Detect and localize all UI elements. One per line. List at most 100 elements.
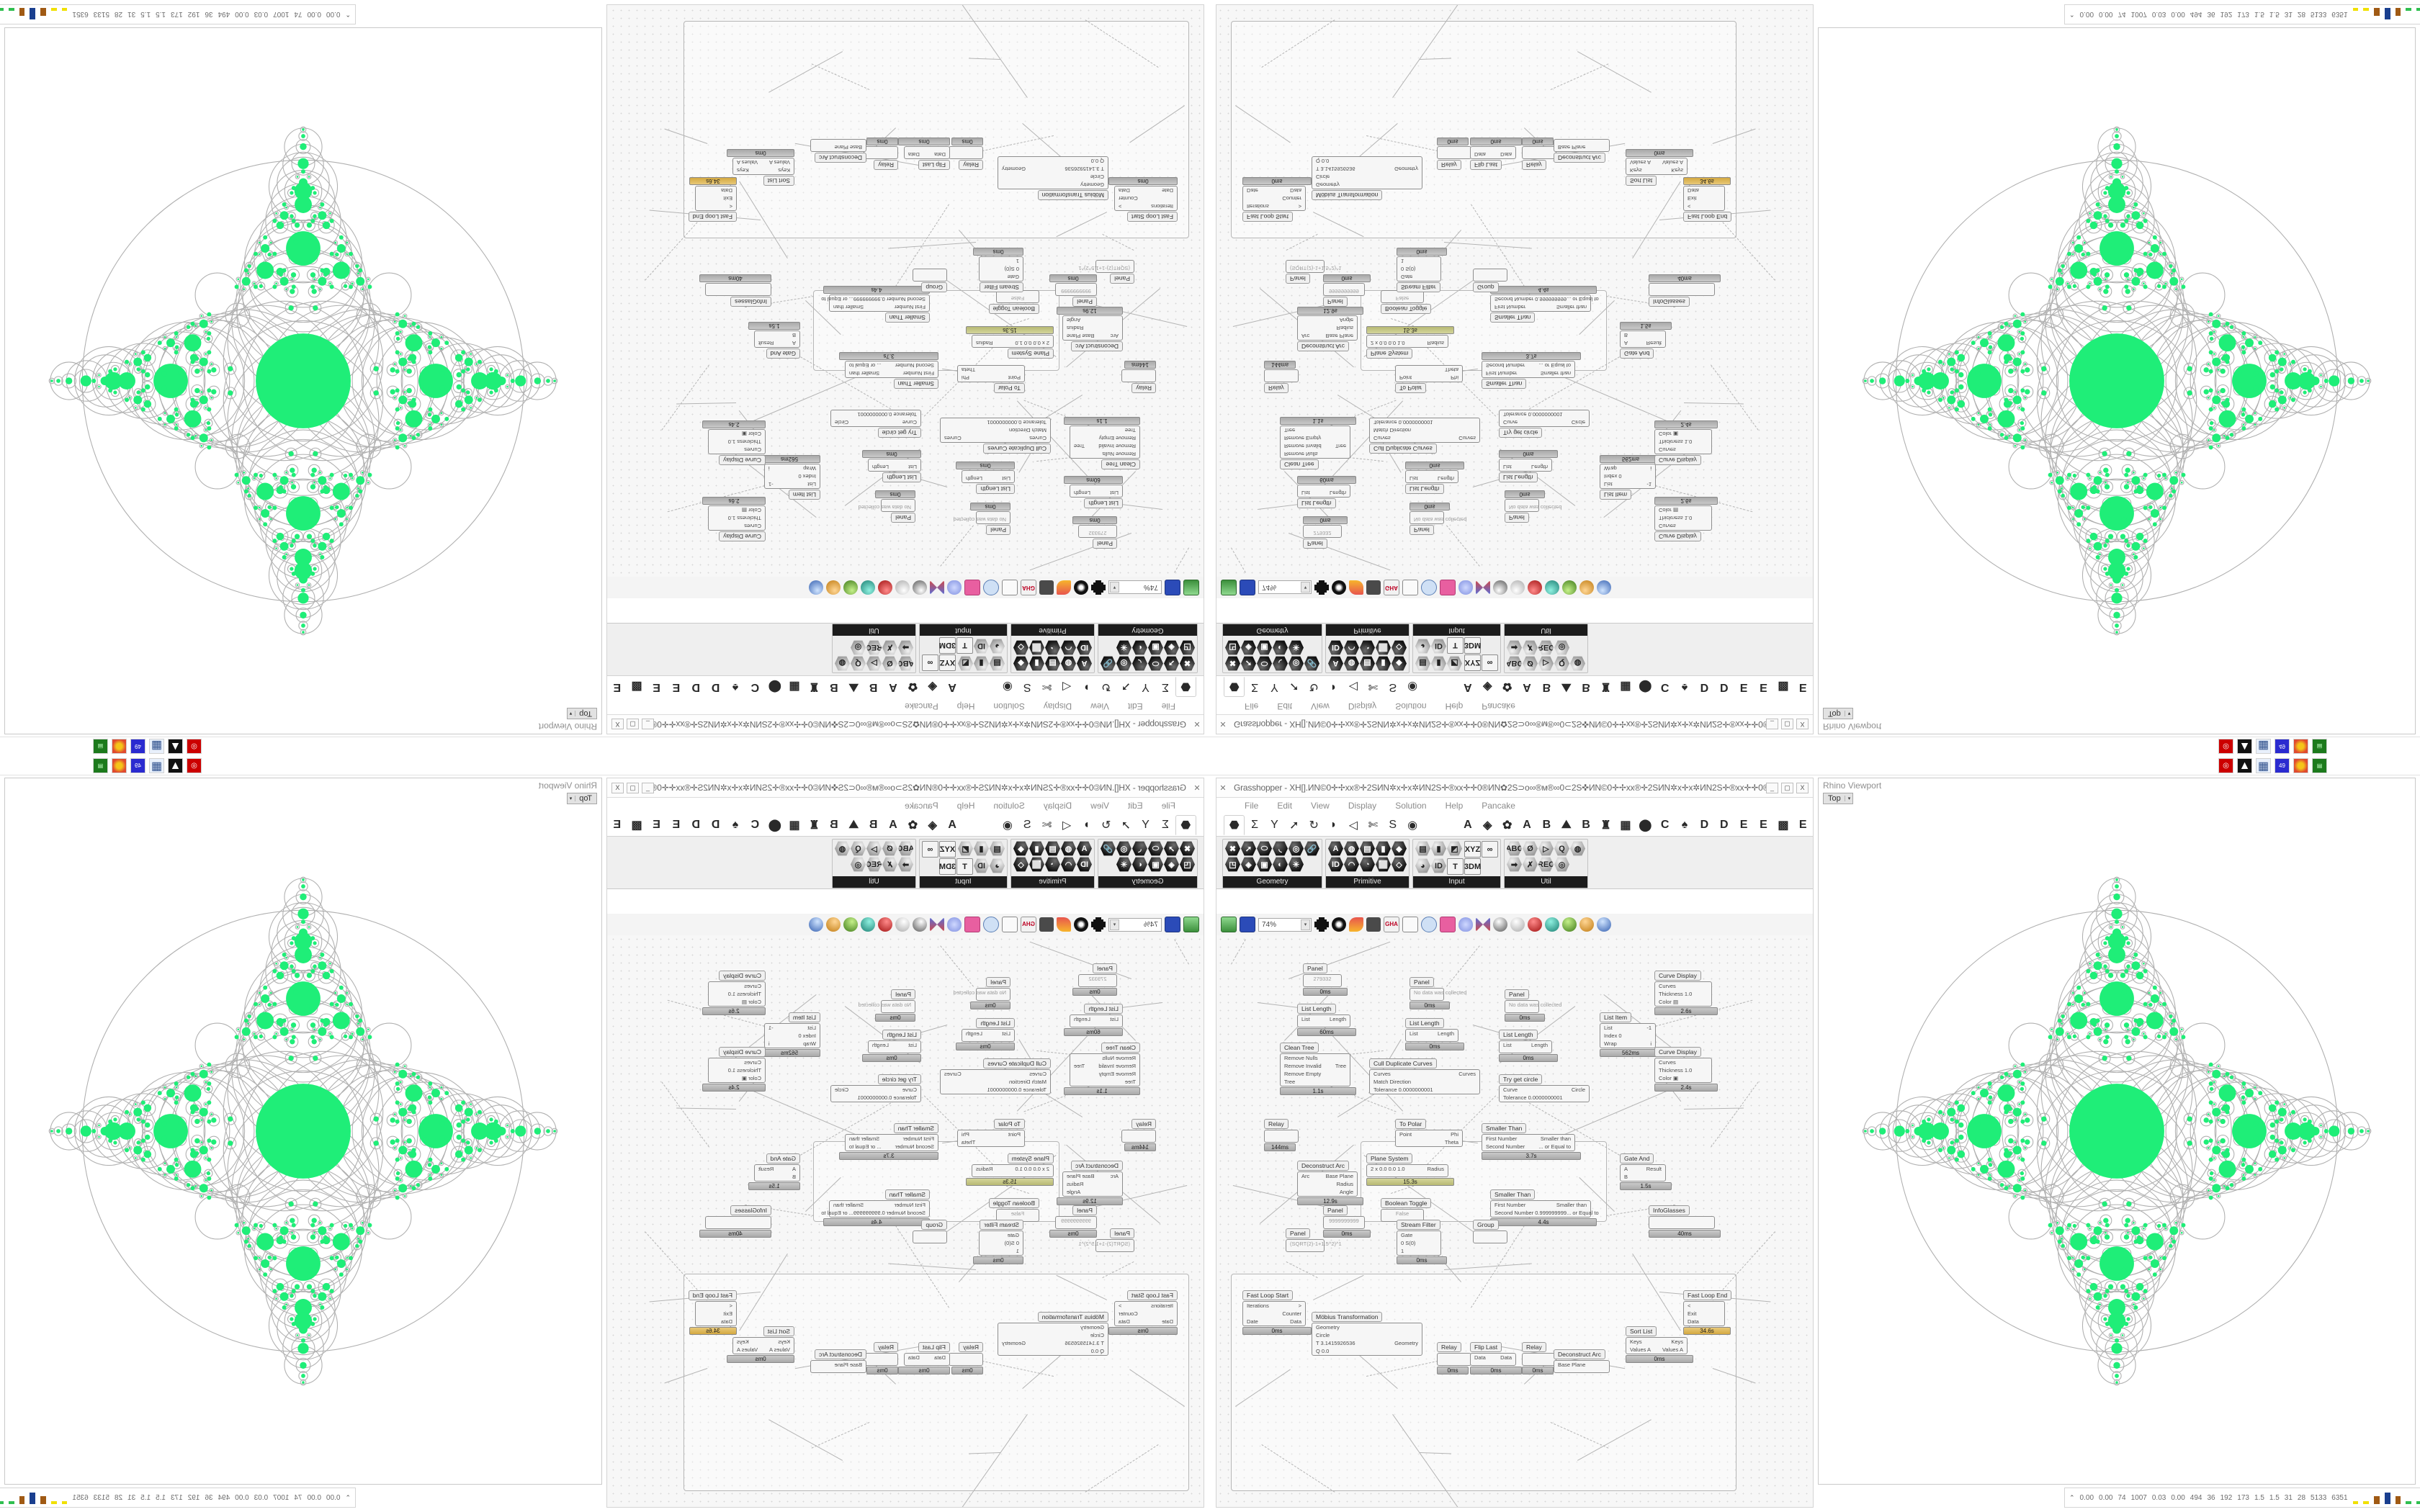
component-param-row[interactable]: A Result [755,1165,799,1173]
material-green-icon[interactable] [1562,580,1577,595]
component-param-row[interactable]: List Length [1406,1030,1458,1038]
component-icon-1-6[interactable]: ▮ [1029,656,1044,671]
component-param-row[interactable]: < [696,202,736,210]
component-param-row[interactable]: List -1 [1600,480,1655,488]
component-param-row[interactable]: Tolerance 0.0000000001 [941,418,1050,426]
component-icon-3-7[interactable]: ◎ [851,857,866,872]
component-param-row[interactable]: 2 x 0.0 0.0 1.0 Radius [1367,339,1448,347]
component-name-tag[interactable]: Cull Duplicate Curves [1369,444,1437,454]
component-param-row[interactable]: Point Phi [958,374,1024,382]
ribbon-letter-tab-12[interactable]: D [1700,819,1709,831]
gh-component[interactable]: Cull Duplicate Curves Curves Curves Match D… [940,1056,1051,1094]
component-name-tag[interactable]: Cull Duplicate Curves [1369,1058,1437,1068]
component-icon-3-3[interactable]: ✗ [1523,857,1538,872]
render-ghosted-icon[interactable] [1510,917,1525,932]
gh-component[interactable]: Clean Tree Remove Nulls Remove Invalid Tree… [1064,1040,1140,1095]
component-param-row[interactable]: List Length [1298,1015,1350,1023]
component-icon-0-9[interactable]: ✳ [1289,640,1304,655]
component-icon-0-6[interactable]: ◟ [1273,656,1288,671]
palette-label[interactable]: Input [920,624,1007,636]
component-param-row[interactable]: Counter [1115,194,1177,202]
ribbon-params-tab[interactable]: ⬣ [1224,815,1245,835]
viewport-view-dropdown[interactable]: Top ▾ [1823,793,1854,804]
component-icon-3-8[interactable]: ◍ [835,841,850,856]
maximize-button[interactable]: ▢ [1781,782,1793,793]
component-param-row[interactable] [949,1354,982,1355]
component-name-tag[interactable]: List Item [788,1012,820,1022]
gha-assembly-icon[interactable]: GHA [1021,917,1036,932]
gh-node-canvas[interactable]: Panel 279332 0ms List Length List Length 60ms C… [1216,5,1813,577]
gh-component[interactable]: Plane System 2 x 0.0 0.0 1.0 Radius 15.3s [1366,326,1454,361]
component-icon-0-4[interactable]: ⬭ [1148,656,1163,671]
rhino-icon[interactable]: ◎ [2218,758,2233,773]
ribbon-letter-tab-4[interactable]: B [1542,681,1551,693]
gh-canvas-toolbar[interactable]: 74% ▾ GHA [1216,576,1813,598]
ribbon-letter-tab-17[interactable]: E [1798,819,1807,831]
component-body[interactable]: 279332 [1303,974,1342,987]
component-name-tag[interactable]: Panel [1072,297,1097,307]
component-body[interactable]: No data was collected [1410,988,1466,1001]
component-body[interactable]: 2 x 0.0 0.0 1.0 Radius [1366,1164,1448,1177]
component-param-row[interactable]: Data [1684,186,1724,194]
gh-component[interactable]: Panel (SQRT(2)-1+1.5^2)^1 [1286,1226,1342,1252]
component-param-row[interactable]: Arc Base Plane [1298,332,1357,340]
ribbon-letter-tab-13[interactable]: D [691,681,701,693]
component-name-tag[interactable]: Deconstruct Arc [1554,153,1605,163]
minimize-button[interactable]: _ [1766,719,1778,730]
gh-component[interactable]: Panel 9999999999 0ms [1049,274,1097,309]
ribbon-letter-tab-10[interactable]: C [750,819,760,831]
ribbon-letter-tab-9[interactable]: ⬤ [1639,680,1652,693]
photo-icon[interactable]: ▲ [2237,739,2252,754]
ribbon-params-tab[interactable]: ⬣ [1175,677,1196,697]
menu-item-pancake[interactable]: Pancake [1482,801,1515,811]
component-param-row[interactable]: Tree [1070,426,1139,434]
save-icon[interactable] [1240,917,1255,932]
component-name-tag[interactable]: Group [921,282,947,292]
gh-component[interactable]: List Length List Length 0ms [1499,1027,1558,1062]
document-icon[interactable] [1002,917,1018,932]
component-body[interactable]: Iterations > Counter Date Data [1114,186,1178,211]
component-icon-2-3[interactable]: ID [974,858,989,873]
component-param-row[interactable] [1122,380,1155,382]
minimize-button[interactable]: _ [1766,782,1778,793]
palette-label[interactable]: Util [833,624,915,636]
component-body[interactable]: List -1 Index 0 Wrap i [764,1023,820,1048]
document-icon[interactable] [1402,917,1418,932]
component-body[interactable]: List Length [868,459,921,472]
component-param-row[interactable]: Gate [1397,273,1440,281]
component-param-row[interactable]: A Result [1621,1165,1665,1173]
gh-component[interactable]: Panel 279332 0ms [1072,516,1117,551]
component-param-row[interactable]: Match Direction [1370,426,1479,434]
help-icon[interactable] [964,580,980,595]
component-icon-2-1[interactable]: ◕ [1415,639,1430,654]
component-icon-2-4[interactable]: ◩ [1447,656,1462,671]
menu-item-solution[interactable]: Solution [1395,801,1427,811]
render-rendered-icon[interactable] [878,580,892,595]
component-name-tag[interactable]: Relay [874,1342,898,1352]
component-param-row[interactable]: Data Data [905,1354,949,1362]
component-param-row[interactable]: Base Plane [811,1361,866,1369]
ribbon-letter-tab-5[interactable]: ⛰ [848,681,859,693]
palette-label[interactable]: Input [1413,624,1500,636]
component-name-tag[interactable]: Panel [891,989,915,999]
component-body[interactable]: Gate 0 S(0) 1 [1397,256,1441,282]
component-body[interactable]: Point Phi Theta [957,365,1025,382]
gh-component[interactable]: Möbius Transformation Geometry Circle T 3.1… [998,156,1108,202]
component-icon-3-6[interactable]: Q [1554,841,1569,856]
gh-component[interactable]: To Polar Point Phi Theta [957,365,1025,395]
component-icon-0-8[interactable]: ◎ [1289,656,1304,671]
menu-item-pancake[interactable]: Pancake [1482,701,1515,711]
component-param-row[interactable]: Data Data [1471,1354,1515,1362]
component-icon-1-1[interactable]: ID [1077,640,1092,655]
component-param-row[interactable]: Tolerance 0.0000000001 [831,410,920,418]
palette-label[interactable]: Primitive [1326,876,1409,888]
ribbon-letter-tab-1[interactable]: ◈ [1483,680,1492,693]
scissors-icon[interactable] [930,580,944,595]
help-icon[interactable] [964,917,980,932]
component-icon-0-1[interactable]: ◳ [1180,640,1195,655]
component-icon-2-8[interactable]: ∞ [922,841,938,858]
gh-component[interactable]: Möbius Transformation Geometry Circle T 3.1… [998,1310,1108,1356]
component-name-tag[interactable]: Panel [1072,1205,1097,1215]
component-param-row[interactable]: Curve Circle [1500,1086,1589,1094]
component-body[interactable]: Base Plane [810,139,866,152]
